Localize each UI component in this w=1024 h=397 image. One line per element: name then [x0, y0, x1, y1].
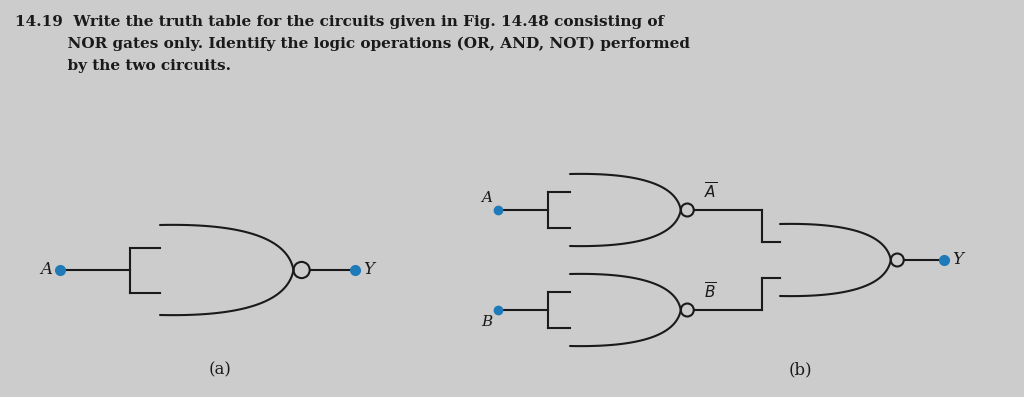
Text: by the two circuits.: by the two circuits.	[15, 59, 231, 73]
Text: (a): (a)	[209, 362, 231, 378]
Text: B: B	[480, 315, 492, 329]
Text: NOR gates only. Identify the logic operations (OR, AND, NOT) performed: NOR gates only. Identify the logic opera…	[15, 37, 690, 51]
Text: 14.19  Write the truth table for the circuits given in Fig. 14.48 consisting of: 14.19 Write the truth table for the circ…	[15, 15, 665, 29]
Text: $\overline{A}$: $\overline{A}$	[703, 182, 717, 202]
Text: (b): (b)	[788, 362, 812, 378]
Text: A: A	[481, 191, 492, 205]
Text: A: A	[40, 262, 52, 279]
Text: Y: Y	[951, 252, 963, 268]
Text: Y: Y	[362, 262, 374, 279]
Text: $\overline{B}$: $\overline{B}$	[703, 282, 716, 302]
